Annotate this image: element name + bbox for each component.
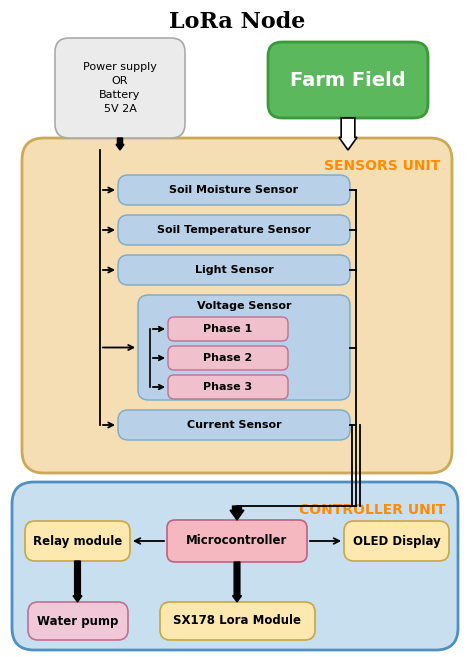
FancyBboxPatch shape (344, 521, 449, 561)
Text: Soil Temperature Sensor: Soil Temperature Sensor (157, 225, 311, 235)
Text: Phase 3: Phase 3 (203, 382, 253, 392)
FancyBboxPatch shape (268, 42, 428, 118)
Text: Phase 1: Phase 1 (203, 324, 253, 334)
FancyBboxPatch shape (55, 38, 185, 138)
Polygon shape (230, 506, 244, 520)
FancyBboxPatch shape (138, 295, 350, 400)
Text: Current Sensor: Current Sensor (187, 420, 281, 430)
FancyBboxPatch shape (28, 602, 128, 640)
FancyBboxPatch shape (12, 482, 458, 650)
FancyBboxPatch shape (167, 520, 307, 562)
Text: SENSORS UNIT: SENSORS UNIT (324, 159, 440, 173)
FancyBboxPatch shape (168, 346, 288, 370)
FancyBboxPatch shape (22, 138, 452, 473)
Text: Power supply
OR
Battery
5V 2A: Power supply OR Battery 5V 2A (83, 62, 157, 114)
FancyBboxPatch shape (168, 317, 288, 341)
FancyBboxPatch shape (118, 410, 350, 440)
Polygon shape (339, 118, 357, 150)
Text: Light Sensor: Light Sensor (195, 265, 273, 275)
Polygon shape (73, 561, 82, 602)
Polygon shape (233, 562, 241, 602)
Polygon shape (116, 138, 124, 150)
FancyBboxPatch shape (118, 215, 350, 245)
FancyBboxPatch shape (168, 375, 288, 399)
FancyBboxPatch shape (118, 255, 350, 285)
Text: Microcontroller: Microcontroller (186, 535, 288, 547)
Text: OLED Display: OLED Display (353, 535, 440, 547)
Text: Voltage Sensor: Voltage Sensor (197, 301, 291, 311)
FancyBboxPatch shape (118, 175, 350, 205)
FancyBboxPatch shape (25, 521, 130, 561)
Text: CONTROLLER UNIT: CONTROLLER UNIT (300, 503, 446, 517)
Text: Farm Field: Farm Field (290, 70, 406, 89)
Text: Phase 2: Phase 2 (203, 353, 253, 363)
Text: Water pump: Water pump (37, 614, 118, 627)
Text: LoRa Node: LoRa Node (169, 11, 305, 33)
Text: Soil Moisture Sensor: Soil Moisture Sensor (169, 185, 299, 195)
FancyBboxPatch shape (160, 602, 315, 640)
Text: Relay module: Relay module (33, 535, 122, 547)
Text: SX178 Lora Module: SX178 Lora Module (173, 614, 301, 627)
